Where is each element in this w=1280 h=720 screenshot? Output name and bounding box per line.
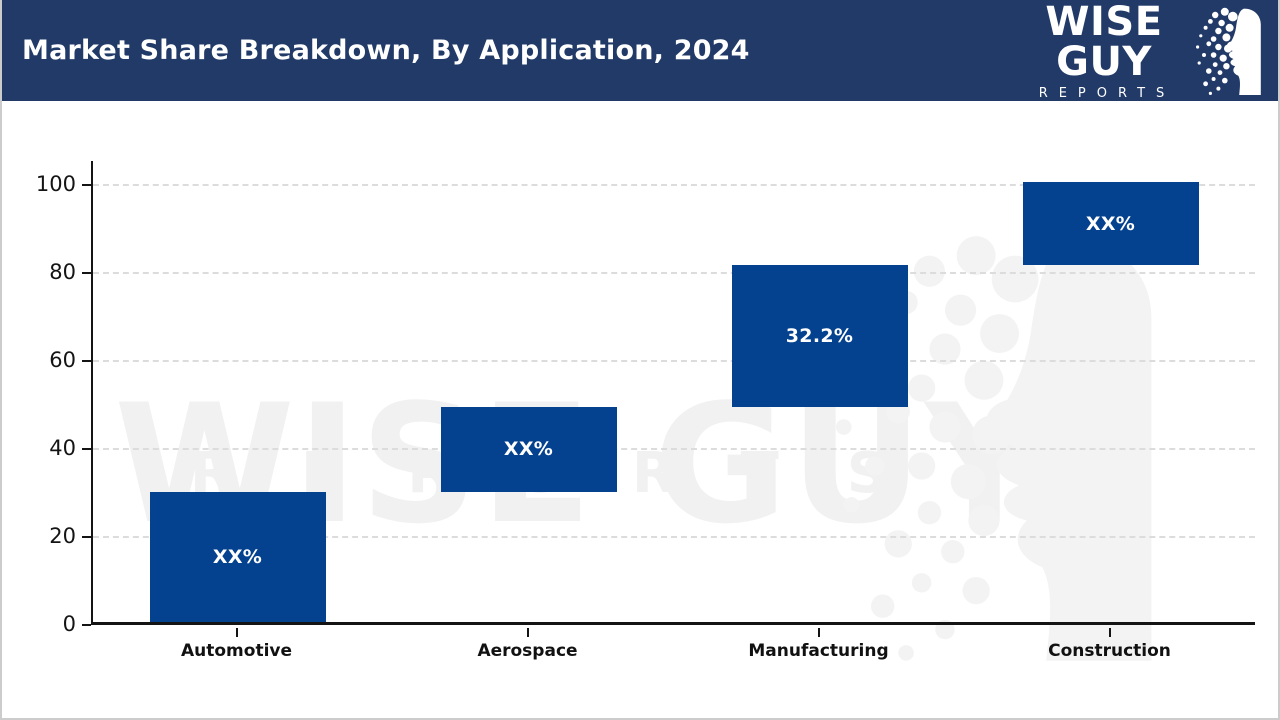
- bar-aerospace: XX%: [440, 406, 617, 492]
- gridline-100: [93, 184, 1255, 187]
- bar-construction: XX%: [1022, 182, 1199, 265]
- y-tick-0: [82, 624, 91, 626]
- logo-text: WISE GUY REPORTS: [1014, 2, 1194, 101]
- logo-wordmark: WISE GUY: [1045, 0, 1163, 85]
- x-tick-manufacturing: [817, 628, 820, 637]
- y-tick-label-100: 100: [35, 172, 76, 197]
- y-tick-40: [82, 448, 91, 451]
- x-tick-aerospace: [526, 628, 529, 637]
- x-label-aerospace: Aerospace: [477, 641, 578, 661]
- logo-subtitle: REPORTS: [1038, 85, 1176, 101]
- bar-label-construction: XX%: [1085, 212, 1136, 235]
- y-tick-80: [82, 272, 91, 275]
- head-profile-icon: [1196, 7, 1261, 95]
- bar-manufacturing: 32.2%: [731, 264, 908, 407]
- chart-area: WISE GUY REPORTS XX%XX%32.2%XX% 02040608…: [2, 101, 1278, 718]
- plot-area: XX% XX% 32.2% XX%: [91, 161, 1255, 625]
- y-tick-20: [82, 536, 91, 539]
- gridline-40: [93, 448, 1255, 451]
- y-tick-label-20: 20: [49, 524, 76, 549]
- page-title: Market Share Breakdown, By Application, …: [22, 35, 750, 66]
- y-tick-label-60: 60: [49, 348, 76, 373]
- x-tick-construction: [1108, 628, 1111, 637]
- y-tick-100: [82, 184, 91, 187]
- y-tick-label-80: 80: [49, 260, 76, 285]
- gridline-80: [93, 272, 1255, 275]
- x-label-manufacturing: Manufacturing: [748, 641, 889, 661]
- gridline-60: [93, 360, 1255, 363]
- bar-automotive: XX%: [149, 491, 326, 622]
- bar-label-aerospace: XX%: [503, 438, 554, 461]
- x-label-automotive: Automotive: [180, 641, 293, 661]
- y-tick-label-0: 0: [62, 612, 76, 636]
- x-label-construction: Construction: [1048, 641, 1171, 661]
- x-tick-automotive: [235, 628, 238, 637]
- bar-label-automotive: XX%: [212, 545, 263, 568]
- gridline-20: [93, 536, 1255, 539]
- y-tick-60: [82, 360, 91, 363]
- y-tick-label-40: 40: [49, 436, 76, 461]
- wise-guy-reports-logo: WISE GUY REPORTS: [1014, 2, 1264, 101]
- bar-label-manufacturing: 32.2%: [785, 324, 854, 347]
- header-bar: Market Share Breakdown, By Application, …: [2, 0, 1278, 101]
